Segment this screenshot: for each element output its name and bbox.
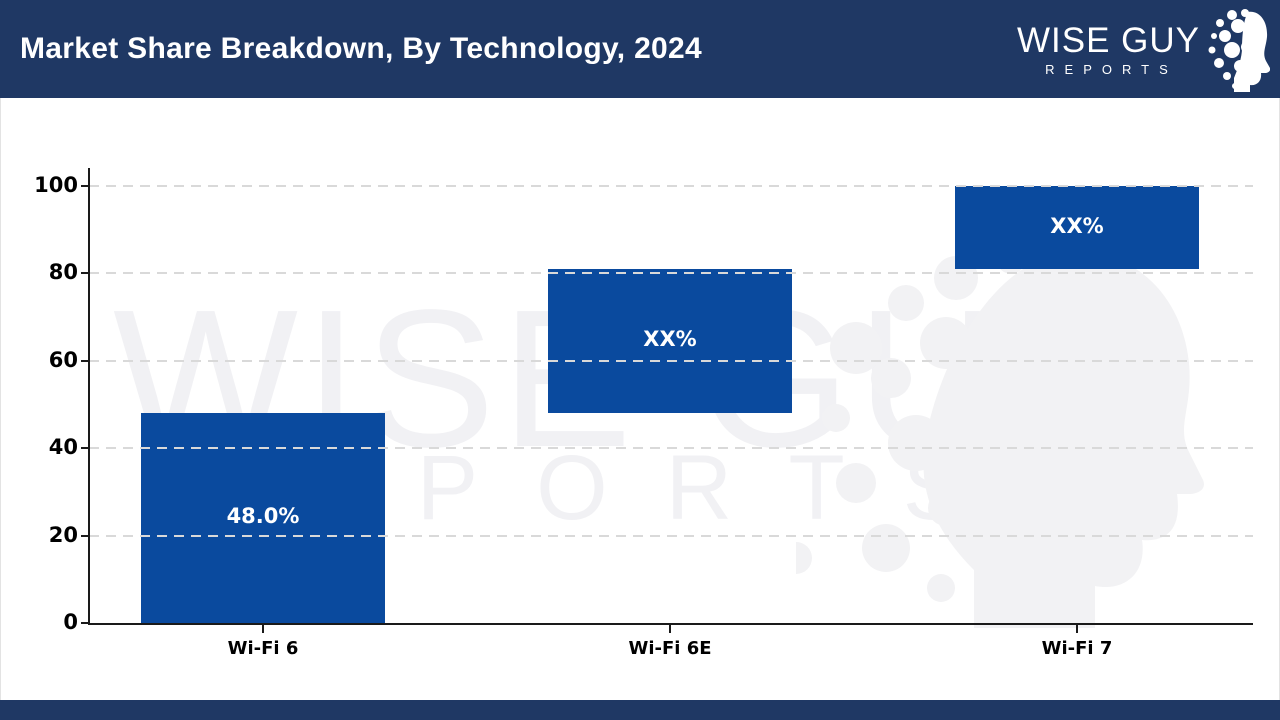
x-axis-line bbox=[88, 623, 1253, 625]
y-tick-mark bbox=[81, 272, 88, 275]
bar-wi-fi-7 bbox=[955, 186, 1199, 270]
y-tick-label: 80 bbox=[48, 260, 78, 285]
y-tick-mark bbox=[81, 622, 88, 624]
bar-wi-fi-6e bbox=[548, 269, 792, 414]
x-tick-mark bbox=[1076, 625, 1078, 633]
x-tick-mark bbox=[262, 625, 264, 633]
x-tick-label: Wi-Fi 6E bbox=[628, 638, 712, 659]
x-tick-label: Wi-Fi 6 bbox=[227, 638, 299, 659]
brand-logo: WISE GUY REPORTS bbox=[1017, 4, 1270, 94]
y-tick-mark bbox=[81, 447, 88, 450]
bar-value-label: XX% bbox=[643, 327, 697, 352]
brand-logo-text: WISE GUY REPORTS bbox=[1016, 20, 1200, 77]
gridline-100 bbox=[89, 185, 1253, 187]
gridline-80 bbox=[89, 272, 1253, 275]
y-tick-label: 100 bbox=[34, 173, 78, 197]
bar-value-label: XX% bbox=[1050, 213, 1104, 238]
y-tick-mark bbox=[81, 185, 88, 187]
brand-logo-line2: REPORTS bbox=[1045, 61, 1178, 77]
y-tick-label: 40 bbox=[48, 435, 78, 460]
watermark-head-icon bbox=[796, 246, 1204, 628]
y-tick-label: 20 bbox=[48, 522, 78, 547]
gridline-20 bbox=[89, 534, 1253, 537]
gridline-60 bbox=[89, 359, 1253, 362]
y-tick-mark bbox=[81, 534, 88, 537]
bar-value-label: 48.0% bbox=[226, 504, 300, 529]
y-tick-label: 60 bbox=[48, 347, 78, 372]
gridline-40 bbox=[89, 447, 1253, 450]
brand-head-icon bbox=[1208, 9, 1270, 92]
x-tick-mark bbox=[669, 625, 671, 633]
footer-bar bbox=[0, 700, 1280, 720]
y-tick-label: 0 bbox=[63, 610, 78, 634]
page-title: Market Share Breakdown, By Technology, 2… bbox=[20, 32, 703, 65]
x-tick-label: Wi-Fi 7 bbox=[1041, 638, 1113, 659]
y-axis-line bbox=[88, 168, 90, 625]
header-bar: Market Share Breakdown, By Technology, 2… bbox=[0, 0, 1280, 98]
y-tick-mark bbox=[81, 359, 88, 362]
brand-logo-line1: WISE GUY bbox=[1016, 20, 1200, 60]
